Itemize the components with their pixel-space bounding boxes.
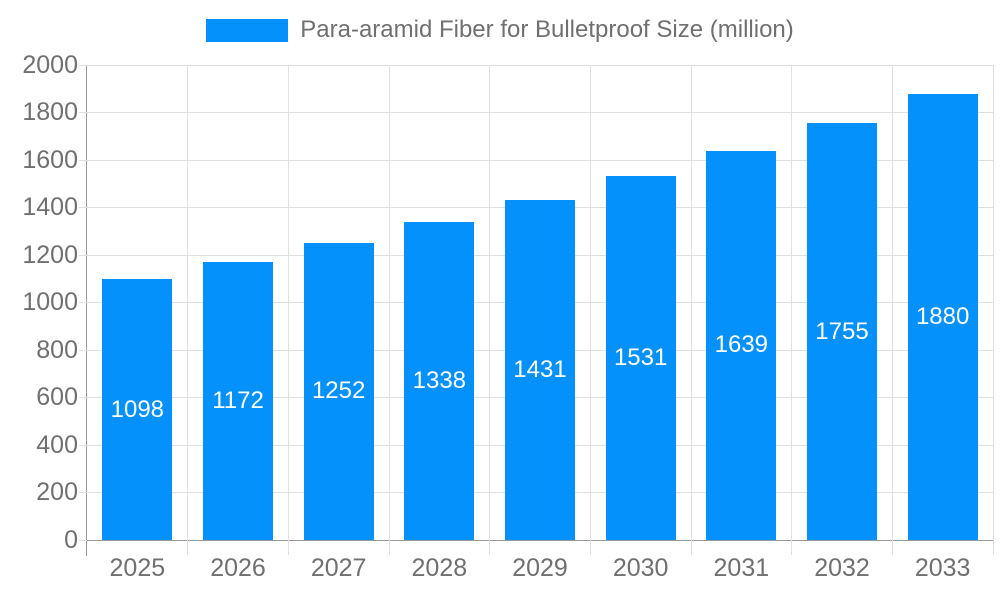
x-tick-9 bbox=[992, 540, 994, 555]
bar-2025[interactable]: 1098 bbox=[102, 279, 173, 540]
gridline-x-4 bbox=[489, 65, 491, 540]
bar-value-label-2033: 1880 bbox=[915, 302, 970, 330]
y-axis-label-400: 400 bbox=[36, 430, 78, 459]
x-axis-label-2027: 2027 bbox=[310, 554, 367, 582]
x-tick-2 bbox=[287, 540, 289, 555]
y-tick-800 bbox=[79, 349, 87, 351]
bar-2031[interactable]: 1639 bbox=[706, 150, 777, 540]
bar-value-label-2027: 1252 bbox=[311, 377, 366, 405]
gridline-x-9 bbox=[992, 65, 994, 540]
bar-value-label-2028: 1338 bbox=[412, 367, 467, 395]
y-tick-400 bbox=[79, 444, 87, 446]
bar-2028[interactable]: 1338 bbox=[404, 222, 475, 540]
gridline-x-6 bbox=[690, 65, 692, 540]
y-tick-1600 bbox=[79, 159, 87, 161]
bar-value-label-2032: 1755 bbox=[815, 317, 869, 345]
x-tick-5 bbox=[589, 540, 591, 555]
x-axis-label-2031: 2031 bbox=[713, 554, 770, 582]
bar-2026[interactable]: 1172 bbox=[203, 261, 273, 540]
gridline-x-5 bbox=[589, 65, 591, 540]
y-axis-label-1200: 1200 bbox=[22, 240, 78, 269]
bar-2032[interactable]: 1755 bbox=[807, 123, 877, 540]
y-axis-label-1400: 1400 bbox=[22, 193, 78, 221]
gridline-x-7 bbox=[791, 65, 793, 540]
y-axis-label-800: 800 bbox=[36, 335, 78, 364]
bar-2033[interactable]: 1880 bbox=[907, 93, 978, 540]
y-tick-0 bbox=[79, 539, 87, 541]
bar-value-label-2030: 1531 bbox=[613, 344, 668, 372]
y-tick-1400 bbox=[79, 207, 87, 208]
x-axis-label-2029: 2029 bbox=[512, 554, 568, 582]
y-tick-1800 bbox=[79, 112, 87, 113]
y-tick-1000 bbox=[79, 302, 87, 303]
y-axis-label-2000: 2000 bbox=[22, 50, 78, 79]
x-axis-label-2032: 2032 bbox=[814, 554, 870, 582]
x-tick-3 bbox=[388, 540, 390, 555]
plot-area: 1098 1172 1252 1338 1431 1531 1639 1755 1880 bbox=[87, 64, 994, 540]
gridline-x-1 bbox=[187, 65, 189, 540]
y-tick-600 bbox=[79, 397, 87, 398]
x-axis-label-2026: 2026 bbox=[210, 554, 266, 582]
bar-value-label-2031: 1639 bbox=[714, 331, 769, 359]
gridline-x-8 bbox=[891, 65, 893, 540]
bar-value-label-2029: 1431 bbox=[513, 356, 567, 384]
y-axis-label-0: 0 bbox=[64, 525, 78, 554]
x-tick-7 bbox=[791, 540, 793, 555]
gridline-y-1800 bbox=[87, 112, 993, 113]
y-axis-label-1800: 1800 bbox=[22, 98, 78, 126]
y-axis-label-600: 600 bbox=[36, 383, 78, 411]
gridline-x-3 bbox=[388, 65, 390, 540]
y-axis-label-200: 200 bbox=[36, 478, 78, 506]
x-axis-label-2025: 2025 bbox=[109, 554, 166, 582]
x-tick-1 bbox=[187, 540, 189, 555]
bar-value-label-2026: 1172 bbox=[212, 386, 264, 414]
x-tick-4 bbox=[489, 540, 491, 555]
bar-2030[interactable]: 1531 bbox=[605, 176, 676, 540]
x-axis-line bbox=[87, 540, 993, 541]
gridline-x-2 bbox=[287, 65, 289, 540]
x-tick-8 bbox=[891, 540, 893, 555]
x-tick-6 bbox=[690, 540, 692, 555]
legend-label: Para-aramid Fiber for Bulletproof Size (… bbox=[300, 16, 794, 43]
bar-value-label-2025: 1098 bbox=[110, 395, 165, 423]
y-tick-1200 bbox=[79, 254, 87, 256]
x-axis-label-2033: 2033 bbox=[914, 554, 971, 582]
legend-swatch bbox=[206, 18, 289, 42]
x-axis-label-2028: 2028 bbox=[411, 554, 468, 582]
bar-2029[interactable]: 1431 bbox=[505, 200, 575, 540]
x-axis-label-2030: 2030 bbox=[612, 554, 669, 582]
y-tick-200 bbox=[79, 492, 87, 493]
gridline-y-2000 bbox=[87, 64, 993, 66]
y-tick-2000 bbox=[79, 64, 87, 66]
legend[interactable]: Para-aramid Fiber for Bulletproof Size (… bbox=[0, 16, 1000, 44]
gridline-y-1600 bbox=[87, 159, 993, 161]
y-axis-label-1000: 1000 bbox=[22, 288, 78, 316]
y-axis-label-1600: 1600 bbox=[22, 145, 78, 174]
y-axis-line bbox=[86, 65, 87, 556]
bar-2027[interactable]: 1252 bbox=[303, 242, 374, 540]
